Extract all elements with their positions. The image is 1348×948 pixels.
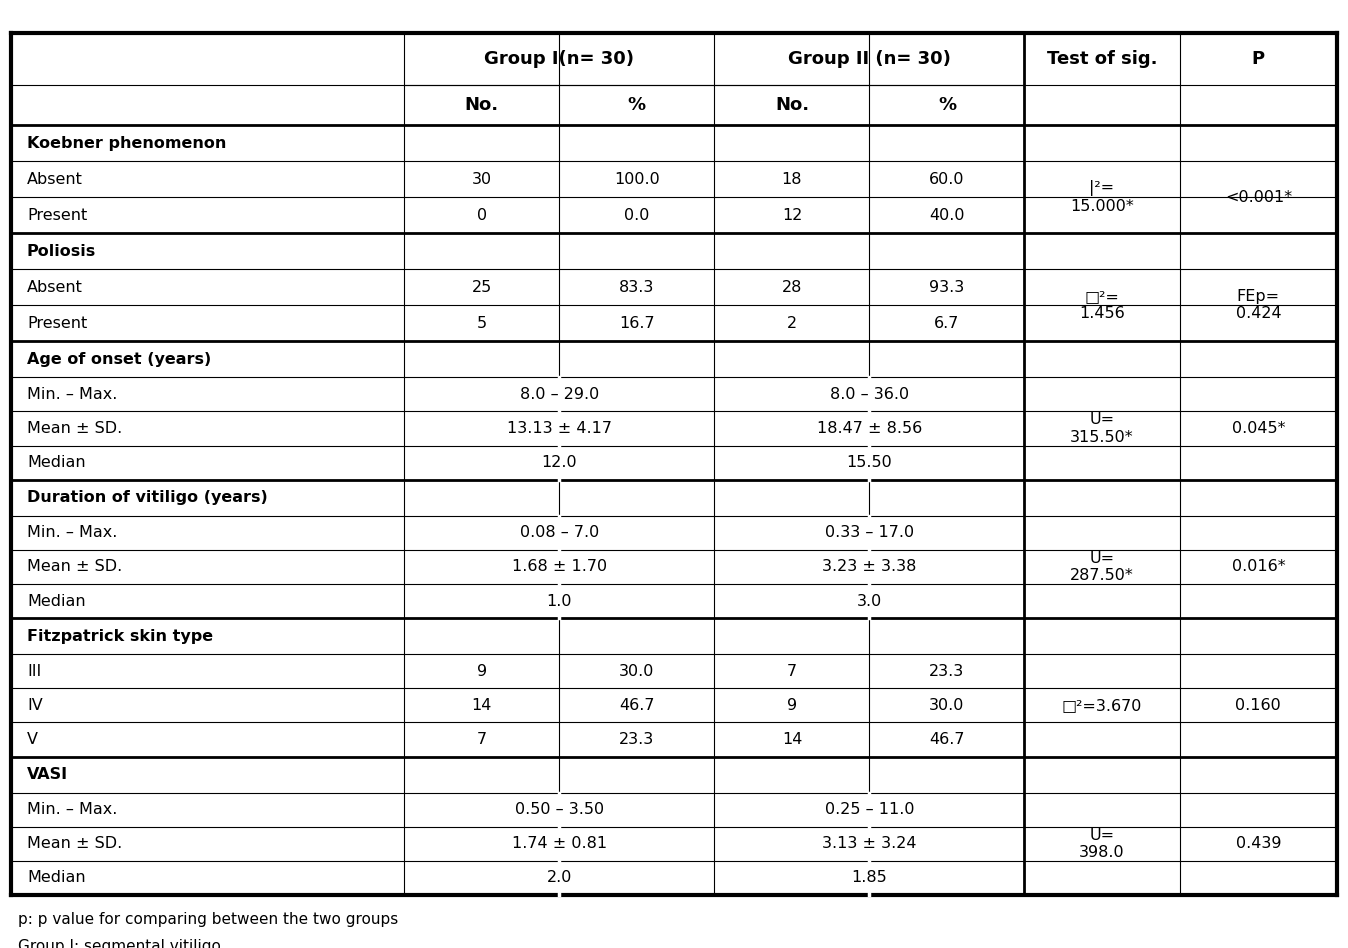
Text: V: V [27, 732, 38, 747]
Text: U=
287.50*: U= 287.50* [1070, 551, 1134, 583]
Text: 12.0: 12.0 [542, 455, 577, 470]
Text: 13.13 ± 4.17: 13.13 ± 4.17 [507, 421, 612, 436]
Text: □²=3.670: □²=3.670 [1062, 698, 1142, 713]
Text: 8.0 – 29.0: 8.0 – 29.0 [520, 387, 599, 402]
Text: Koebner phenomenon: Koebner phenomenon [27, 136, 226, 151]
Text: 46.7: 46.7 [929, 732, 965, 747]
Text: Min. – Max.: Min. – Max. [27, 802, 117, 817]
Text: Age of onset (years): Age of onset (years) [27, 352, 212, 367]
Text: 30.0: 30.0 [929, 698, 965, 713]
Text: 30.0: 30.0 [619, 664, 655, 679]
Text: III: III [27, 664, 42, 679]
Text: Min. – Max.: Min. – Max. [27, 387, 117, 402]
Text: 100.0: 100.0 [615, 172, 659, 187]
Text: 93.3: 93.3 [929, 280, 965, 295]
Text: Group II (n= 30): Group II (n= 30) [789, 50, 950, 68]
Text: 6.7: 6.7 [934, 316, 960, 331]
Text: 3.0: 3.0 [857, 593, 882, 609]
Text: 12: 12 [782, 208, 802, 223]
Text: p: p value for comparing between the two groups: p: p value for comparing between the two… [18, 912, 398, 927]
Text: Mean ± SD.: Mean ± SD. [27, 559, 123, 574]
Text: Group I(n= 30): Group I(n= 30) [484, 50, 635, 68]
Text: 3.13 ± 3.24: 3.13 ± 3.24 [822, 836, 917, 851]
Text: 0.08 – 7.0: 0.08 – 7.0 [520, 525, 599, 540]
Text: Group I: segmental vitiligo: Group I: segmental vitiligo [18, 939, 221, 948]
Text: Fitzpatrick skin type: Fitzpatrick skin type [27, 629, 213, 644]
Text: VASI: VASI [27, 767, 69, 782]
Text: 18: 18 [782, 172, 802, 187]
Text: 0.50 – 3.50: 0.50 – 3.50 [515, 802, 604, 817]
Text: □²=
1.456: □²= 1.456 [1080, 289, 1124, 321]
Text: 1.74 ± 0.81: 1.74 ± 0.81 [512, 836, 607, 851]
Text: 15.50: 15.50 [847, 455, 892, 470]
Text: P: P [1252, 50, 1264, 68]
Text: 0.25 – 11.0: 0.25 – 11.0 [825, 802, 914, 817]
Text: 5: 5 [477, 316, 487, 331]
Text: 0.160: 0.160 [1236, 698, 1281, 713]
Text: 28: 28 [782, 280, 802, 295]
Text: No.: No. [465, 97, 499, 114]
Text: Median: Median [27, 593, 85, 609]
Text: 83.3: 83.3 [619, 280, 655, 295]
Text: 60.0: 60.0 [929, 172, 965, 187]
Text: Test of sig.: Test of sig. [1047, 50, 1157, 68]
Text: 14: 14 [472, 698, 492, 713]
Text: 0.045*: 0.045* [1232, 421, 1285, 436]
Text: 40.0: 40.0 [929, 208, 965, 223]
Text: 9: 9 [477, 664, 487, 679]
Text: 2.0: 2.0 [547, 870, 572, 885]
Text: 1.68 ± 1.70: 1.68 ± 1.70 [512, 559, 607, 574]
Text: Duration of vitiligo (years): Duration of vitiligo (years) [27, 490, 268, 505]
Text: 25: 25 [472, 280, 492, 295]
Text: 8.0 – 36.0: 8.0 – 36.0 [830, 387, 909, 402]
Text: 16.7: 16.7 [619, 316, 655, 331]
Text: 0: 0 [477, 208, 487, 223]
Text: |²=
15.000*: |²= 15.000* [1070, 180, 1134, 214]
Text: 0.33 – 17.0: 0.33 – 17.0 [825, 525, 914, 540]
Text: 46.7: 46.7 [619, 698, 655, 713]
Text: IV: IV [27, 698, 43, 713]
Text: Poliosis: Poliosis [27, 244, 96, 259]
Text: No.: No. [775, 97, 809, 114]
Text: 0.439: 0.439 [1236, 836, 1281, 851]
Text: 1.85: 1.85 [852, 870, 887, 885]
Text: 0.016*: 0.016* [1232, 559, 1285, 574]
Text: 7: 7 [787, 664, 797, 679]
Text: Min. – Max.: Min. – Max. [27, 525, 117, 540]
Text: Median: Median [27, 455, 85, 470]
Text: 9: 9 [787, 698, 797, 713]
Text: %: % [628, 97, 646, 114]
Text: Present: Present [27, 208, 88, 223]
Text: U=
398.0: U= 398.0 [1080, 828, 1124, 860]
Text: 2: 2 [787, 316, 797, 331]
Text: Present: Present [27, 316, 88, 331]
Text: Mean ± SD.: Mean ± SD. [27, 421, 123, 436]
Text: Mean ± SD.: Mean ± SD. [27, 836, 123, 851]
Text: 23.3: 23.3 [929, 664, 965, 679]
Text: 18.47 ± 8.56: 18.47 ± 8.56 [817, 421, 922, 436]
Text: FEp=
0.424: FEp= 0.424 [1236, 289, 1281, 321]
Text: U=
315.50*: U= 315.50* [1070, 412, 1134, 445]
Text: 7: 7 [477, 732, 487, 747]
Text: 30: 30 [472, 172, 492, 187]
Text: <0.001*: <0.001* [1225, 190, 1291, 205]
Text: Absent: Absent [27, 172, 82, 187]
Text: 3.23 ± 3.38: 3.23 ± 3.38 [822, 559, 917, 574]
Text: 1.0: 1.0 [547, 593, 572, 609]
Text: Absent: Absent [27, 280, 82, 295]
Text: 14: 14 [782, 732, 802, 747]
Text: %: % [938, 97, 956, 114]
Text: 0.0: 0.0 [624, 208, 650, 223]
Text: 23.3: 23.3 [619, 732, 655, 747]
Text: Median: Median [27, 870, 85, 885]
